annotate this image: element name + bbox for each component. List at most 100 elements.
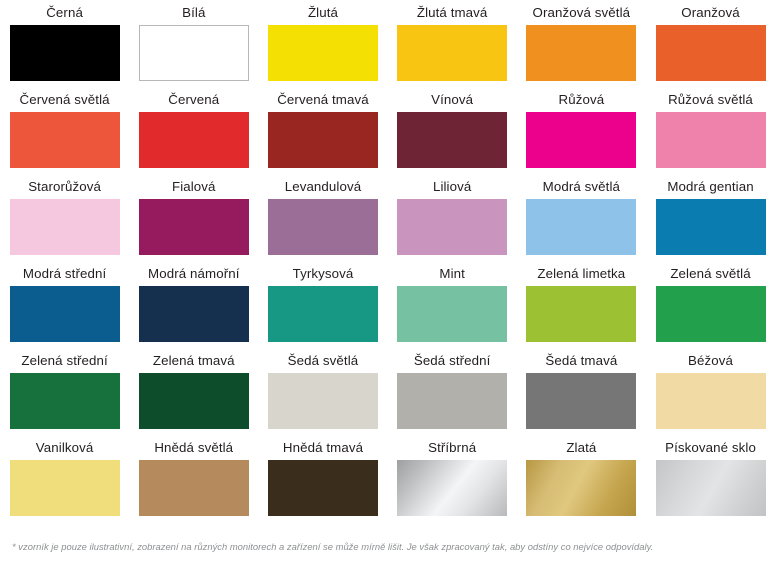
swatch-color-chip[interactable] — [138, 460, 249, 516]
swatch-color-chip[interactable] — [397, 199, 508, 255]
swatch-color-chip[interactable] — [397, 286, 508, 342]
swatch-cell[interactable]: Zelená střední — [0, 348, 129, 435]
swatch-color-chip[interactable] — [9, 460, 120, 516]
swatch-label: Liliová — [432, 179, 472, 194]
swatch-color-chip[interactable] — [397, 25, 508, 81]
swatch-color-chip[interactable] — [526, 286, 637, 342]
swatch-cell[interactable]: Pískované sklo — [646, 435, 775, 522]
swatch-cell[interactable]: Žlutá — [258, 0, 387, 87]
swatch-cell[interactable]: Žlutá tmavá — [388, 0, 517, 87]
swatch-cell[interactable]: Šedá světlá — [258, 348, 387, 435]
swatch-label: Šedá tmavá — [545, 353, 618, 368]
swatch-color-chip[interactable] — [655, 25, 766, 81]
swatch-color-chip[interactable] — [267, 25, 378, 81]
swatch-cell[interactable]: Modrá střední — [0, 261, 129, 348]
swatch-color-chip[interactable] — [267, 286, 378, 342]
swatch-cell[interactable]: Starorůžová — [0, 174, 129, 261]
swatch-label: Šedá střední — [413, 353, 491, 368]
swatch-color-chip[interactable] — [267, 112, 378, 168]
swatch-cell[interactable]: Bílá — [129, 0, 258, 87]
swatch-label: Modrá střední — [22, 266, 107, 281]
swatch-cell[interactable]: Oranžová — [646, 0, 775, 87]
swatch-label: Červená tmavá — [277, 92, 369, 107]
swatch-cell[interactable]: Šedá střední — [388, 348, 517, 435]
swatch-label: Pískované sklo — [665, 440, 756, 455]
swatch-color-chip[interactable] — [267, 460, 378, 516]
swatch-label: Béžová — [688, 353, 733, 368]
swatch-color-chip[interactable] — [655, 199, 766, 255]
swatch-cell[interactable]: Modrá gentian — [646, 174, 775, 261]
swatch-color-chip[interactable] — [655, 112, 766, 168]
swatch-color-chip[interactable] — [138, 199, 249, 255]
swatch-label: Šedá světlá — [287, 353, 359, 368]
swatch-cell[interactable]: Béžová — [646, 348, 775, 435]
swatch-color-chip[interactable] — [267, 373, 378, 429]
swatch-color-chip[interactable] — [526, 460, 637, 516]
swatch-cell[interactable]: Hnědá světlá — [129, 435, 258, 522]
swatch-grid: Černá Bílá Žlutá Žlutá tmavá Oranžová světlá… — [0, 0, 775, 522]
swatch-label: Vínová — [431, 92, 474, 107]
swatch-color-chip[interactable] — [138, 373, 249, 429]
swatch-cell[interactable]: Růžová světlá — [646, 87, 775, 174]
swatch-label: Oranžová — [681, 5, 740, 20]
swatch-label: Starorůžová — [28, 179, 101, 194]
swatch-label: Zelená střední — [21, 353, 108, 368]
swatch-label: Růžová světlá — [668, 92, 753, 107]
swatch-color-chip[interactable] — [526, 25, 637, 81]
swatch-color-chip[interactable] — [655, 373, 766, 429]
swatch-color-chip[interactable] — [138, 25, 249, 81]
swatch-cell[interactable]: Tyrkysová — [258, 261, 387, 348]
swatch-color-chip[interactable] — [526, 373, 637, 429]
swatch-color-chip[interactable] — [655, 286, 766, 342]
swatch-cell[interactable]: Růžová — [517, 87, 646, 174]
swatch-label: Modrá námořní — [148, 266, 240, 281]
swatch-cell[interactable]: Vínová — [388, 87, 517, 174]
swatch-color-chip[interactable] — [397, 112, 508, 168]
swatch-color-chip[interactable] — [9, 25, 120, 81]
swatch-label: Hnědá tmavá — [282, 440, 364, 455]
swatch-color-chip[interactable] — [9, 373, 120, 429]
swatch-color-chip[interactable] — [397, 373, 508, 429]
footnote-disclaimer: * vzorník je pouze ilustrativní, zobraze… — [12, 541, 654, 552]
swatch-cell[interactable]: Červená světlá — [0, 87, 129, 174]
swatch-cell[interactable]: Stříbrná — [388, 435, 517, 522]
swatch-cell[interactable]: Hnědá tmavá — [258, 435, 387, 522]
swatch-color-chip[interactable] — [655, 460, 766, 516]
swatch-color-chip[interactable] — [397, 460, 508, 516]
swatch-cell[interactable]: Zelená světlá — [646, 261, 775, 348]
swatch-color-chip[interactable] — [526, 112, 637, 168]
swatch-color-chip[interactable] — [138, 286, 249, 342]
swatch-cell[interactable]: Oranžová světlá — [517, 0, 646, 87]
swatch-color-chip[interactable] — [267, 199, 378, 255]
swatch-label: Zelená světlá — [670, 266, 751, 281]
swatch-cell[interactable]: Červená tmavá — [258, 87, 387, 174]
swatch-cell[interactable]: Fialová — [129, 174, 258, 261]
swatch-label: Žlutá tmavá — [416, 5, 488, 20]
swatch-cell[interactable]: Zlatá — [517, 435, 646, 522]
swatch-label: Zelená tmavá — [152, 353, 235, 368]
swatch-cell[interactable]: Zelená tmavá — [129, 348, 258, 435]
swatch-cell[interactable]: Liliová — [388, 174, 517, 261]
swatch-label: Modrá gentian — [667, 179, 754, 194]
swatch-cell[interactable]: Černá — [0, 0, 129, 87]
swatch-label: Modrá světlá — [542, 179, 620, 194]
swatch-label: Mint — [439, 266, 465, 281]
swatch-cell[interactable]: Vanilková — [0, 435, 129, 522]
swatch-label: Vanilková — [35, 440, 94, 455]
swatch-cell[interactable]: Levandulová — [258, 174, 387, 261]
swatch-color-chip[interactable] — [9, 112, 120, 168]
swatch-color-chip[interactable] — [9, 286, 120, 342]
swatch-label: Oranžová světlá — [532, 5, 631, 20]
swatch-label: Hnědá světlá — [154, 440, 234, 455]
swatch-label: Černá — [46, 5, 83, 20]
swatch-color-chip[interactable] — [9, 199, 120, 255]
swatch-cell[interactable]: Mint — [388, 261, 517, 348]
swatch-cell[interactable]: Modrá námořní — [129, 261, 258, 348]
swatch-cell[interactable]: Šedá tmavá — [517, 348, 646, 435]
swatch-color-chip[interactable] — [138, 112, 249, 168]
swatch-cell[interactable]: Modrá světlá — [517, 174, 646, 261]
swatch-cell[interactable]: Zelená limetka — [517, 261, 646, 348]
swatch-cell[interactable]: Červená — [129, 87, 258, 174]
swatch-label: Tyrkysová — [292, 266, 354, 281]
swatch-color-chip[interactable] — [526, 199, 637, 255]
